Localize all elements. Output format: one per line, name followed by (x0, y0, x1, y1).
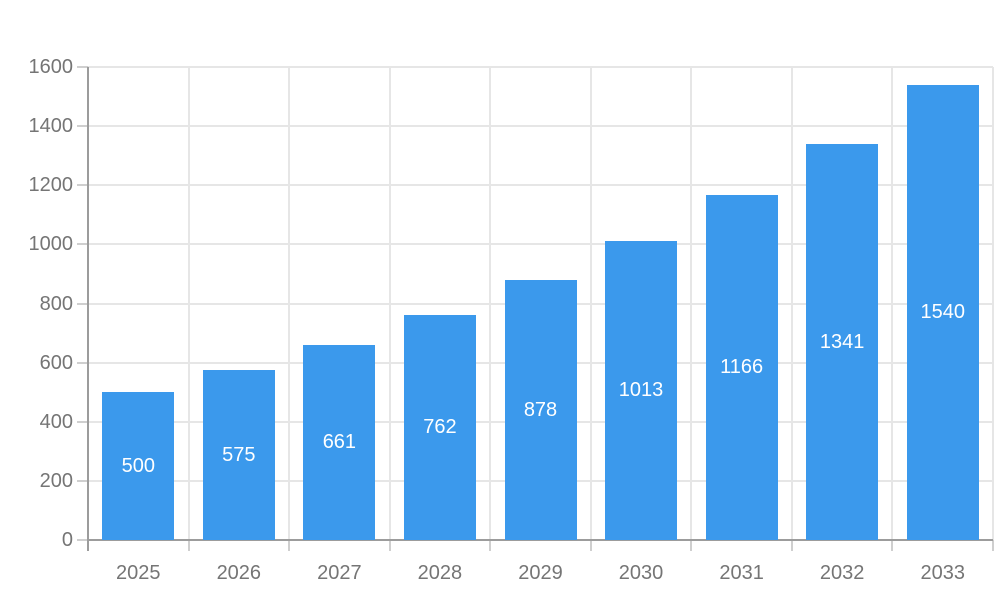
x-axis-tick (790, 540, 793, 551)
x-axis-label: 2029 (518, 562, 563, 584)
legend-swatch[interactable] (453, 21, 533, 44)
x-axis-label: 2028 (417, 562, 463, 584)
x-axis-line (88, 539, 993, 541)
x-axis-label: 2032 (819, 562, 865, 584)
bar[interactable]: 500 (102, 392, 175, 540)
y-axis-label: 1000 (28, 233, 74, 256)
y-axis-tick (77, 361, 88, 364)
bar-value-label: 575 (222, 443, 256, 466)
x-gridline (489, 67, 492, 540)
bar-value-label: 878 (523, 398, 558, 421)
y-axis-label: 800 (39, 292, 73, 315)
y-axis-line (87, 67, 89, 551)
x-gridline (690, 67, 693, 540)
x-axis-tick (388, 540, 391, 551)
y-axis-tick (77, 539, 88, 541)
bar[interactable]: 1540 (906, 85, 979, 540)
y-axis-tick (77, 125, 88, 128)
x-axis-label: 2027 (317, 562, 362, 584)
y-gridline (88, 243, 993, 246)
x-axis-label: 2031 (719, 562, 764, 584)
bar[interactable]: 661 (303, 345, 376, 540)
x-gridline (388, 67, 391, 540)
y-axis-tick (77, 420, 88, 423)
y-axis-label: 200 (39, 469, 73, 492)
x-axis-label: 2030 (618, 562, 664, 584)
x-gridline (187, 67, 190, 540)
x-axis-label: 2033 (920, 562, 965, 584)
x-axis-label: 2025 (116, 562, 161, 584)
x-axis-tick (489, 540, 492, 551)
y-axis-label: 400 (39, 410, 73, 433)
y-axis-label: 0 (61, 529, 73, 551)
bar-value-label: 1540 (920, 301, 965, 323)
bar[interactable]: 1341 (806, 144, 879, 540)
x-axis-tick (187, 540, 190, 551)
bar-value-label: 1166 (720, 356, 764, 378)
x-axis-tick (690, 540, 693, 551)
y-axis-tick (77, 243, 88, 246)
x-axis-tick (992, 540, 994, 551)
x-axis-label: 2026 (216, 562, 262, 584)
bar[interactable]: 762 (403, 315, 476, 540)
y-gridline (88, 184, 993, 187)
x-gridline (589, 67, 592, 540)
x-gridline (288, 67, 291, 540)
y-axis-tick (77, 184, 88, 187)
y-gridline (88, 66, 993, 68)
y-axis-label: 1600 (28, 56, 74, 78)
y-axis-label: 1200 (28, 174, 74, 197)
x-axis-tick (589, 540, 592, 551)
bar-value-label: 1341 (819, 330, 865, 353)
bar-value-label: 500 (121, 454, 155, 477)
x-axis-tick (288, 540, 291, 551)
bar[interactable]: 1166 (705, 195, 778, 540)
y-axis-tick (77, 479, 88, 482)
bar-value-label: 1013 (618, 379, 664, 401)
legend[interactable] (0, 20, 1000, 45)
x-gridline (891, 67, 894, 540)
x-gridline (790, 67, 793, 540)
y-gridline (88, 125, 993, 128)
x-axis-tick (891, 540, 894, 551)
bar-value-label: 762 (423, 416, 457, 438)
bar[interactable]: 1013 (605, 241, 678, 540)
y-axis-tick (77, 302, 88, 305)
y-axis-label: 600 (39, 351, 73, 374)
bar-value-label: 661 (322, 431, 357, 453)
bar[interactable]: 575 (202, 370, 275, 540)
bar[interactable]: 878 (504, 280, 577, 540)
y-axis-tick (77, 66, 88, 68)
x-gridline (992, 67, 994, 540)
y-axis-label: 1400 (28, 115, 74, 138)
